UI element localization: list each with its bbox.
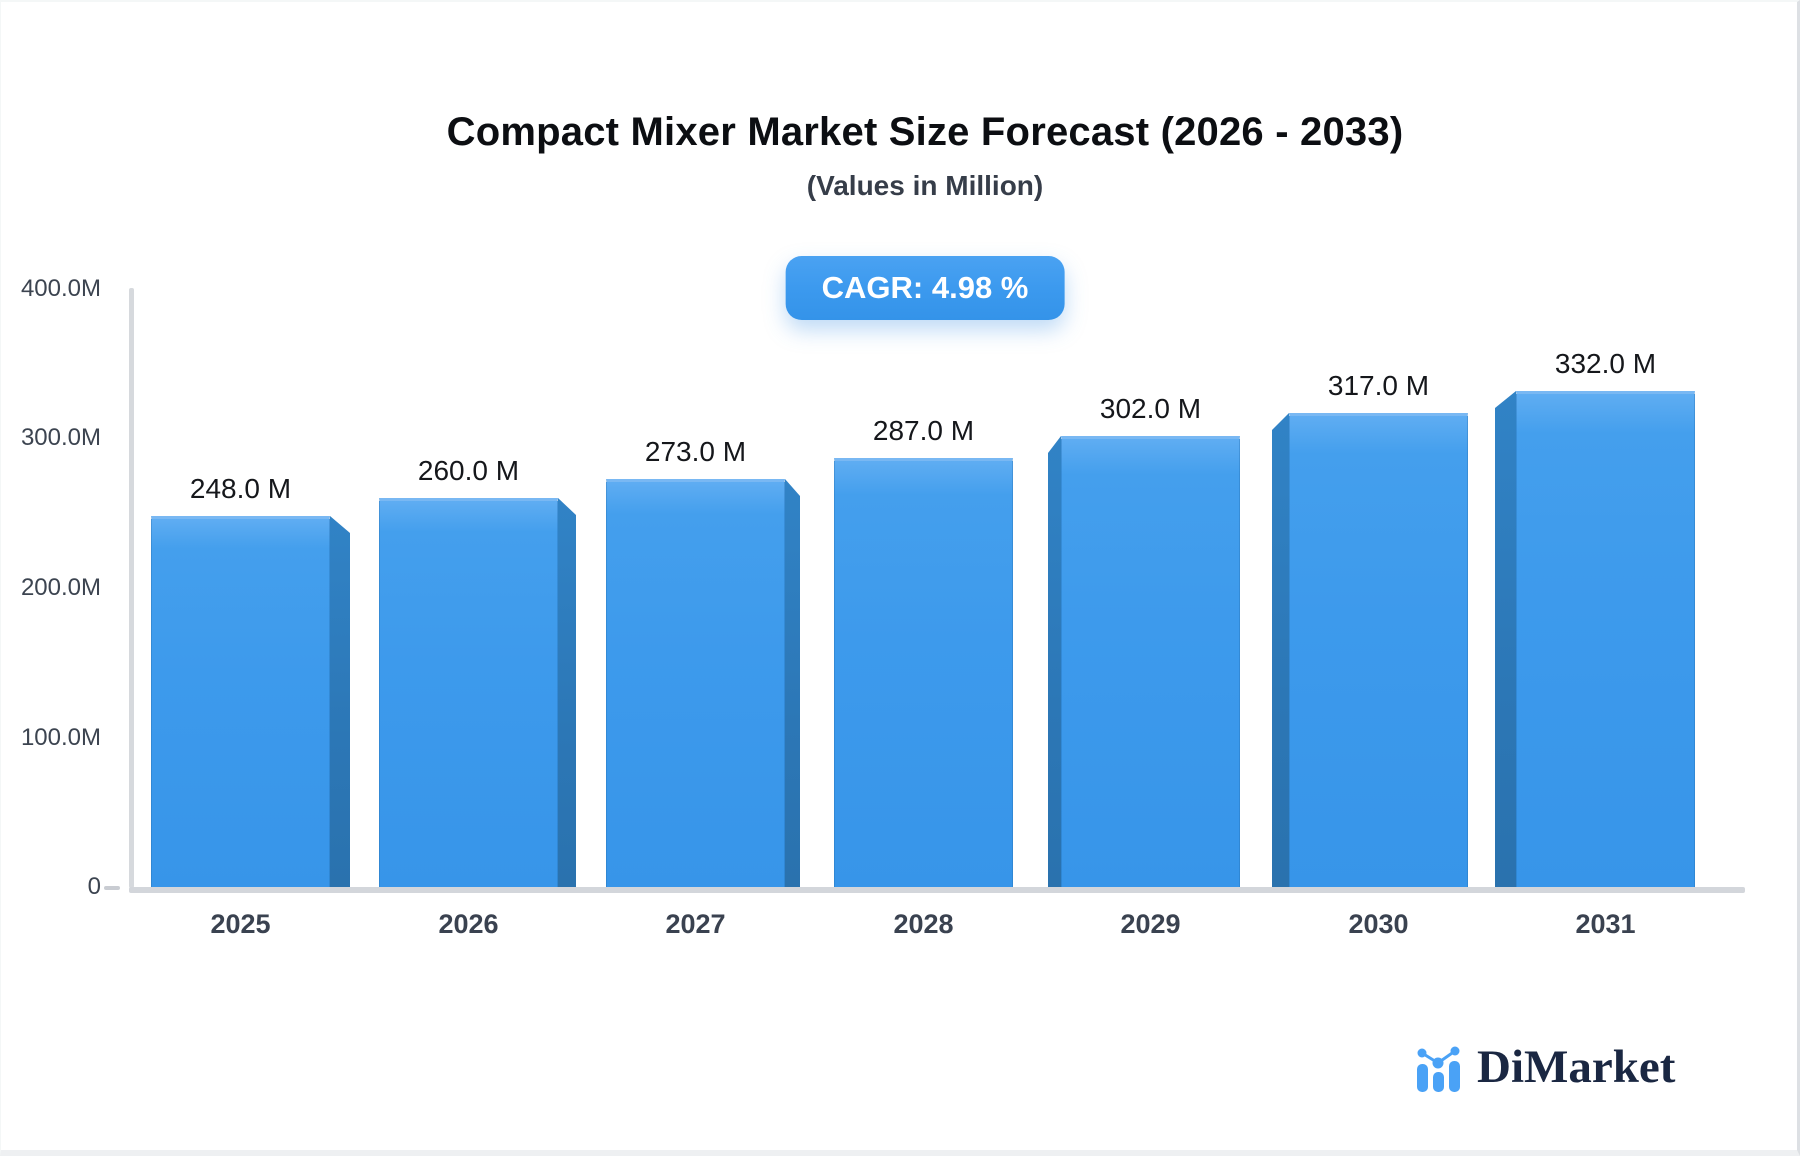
bar-side-face	[1495, 391, 1516, 887]
bar-2030[interactable]	[1289, 413, 1468, 887]
chart-subtitle: (Values in Million)	[806, 170, 1044, 201]
cagr-badge: CAGR: 4.98 %	[785, 256, 1065, 320]
bar-value-label: 317.0 M	[1327, 370, 1430, 401]
bar-side-face	[558, 498, 576, 887]
bar-side-face	[785, 479, 800, 887]
y-axis-tick-label: 0	[87, 873, 101, 900]
bar-side-face	[1272, 413, 1289, 887]
x-axis-tick-label: 2030	[1348, 909, 1409, 939]
chart-title: Compact Mixer Market Size Forecast (2026…	[446, 110, 1404, 154]
bar-side-face	[1048, 436, 1061, 887]
x-axis-tick-label: 2026	[438, 909, 499, 939]
bar-value-label: 260.0 M	[417, 455, 520, 486]
x-axis-tick-label: 2025	[210, 909, 271, 939]
y-axis-tick-label: 100.0M	[20, 724, 101, 751]
y-axis-tick-label: 300.0M	[20, 424, 101, 451]
y-axis-line	[129, 288, 134, 888]
bar-2031[interactable]	[1516, 391, 1695, 887]
bar-value-label: 287.0 M	[872, 415, 975, 446]
bar-chart-trend-icon	[1417, 1046, 1460, 1092]
zero-tick-mark	[104, 886, 120, 890]
x-axis-tick-label: 2029	[1120, 909, 1181, 939]
bar-value-label: 273.0 M	[644, 436, 747, 467]
bar-side-face	[330, 516, 350, 887]
bar-2029[interactable]	[1061, 436, 1240, 887]
bar-2026[interactable]	[379, 498, 558, 887]
x-axis-tick-label: 2031	[1575, 909, 1636, 939]
bar-2027[interactable]	[606, 479, 785, 887]
x-axis-tick-label: 2028	[893, 909, 954, 939]
x-axis-tick-label: 2027	[665, 909, 726, 939]
bar-value-label: 332.0 M	[1554, 348, 1657, 379]
bar-value-label: 302.0 M	[1099, 393, 1202, 424]
bar-2025[interactable]	[151, 516, 330, 887]
y-axis-tick-label: 200.0M	[20, 574, 101, 601]
y-axis-tick-label: 400.0M	[20, 275, 101, 302]
brand-name: DiMarket	[1477, 1041, 1676, 1093]
x-axis-baseline	[129, 887, 1745, 893]
bar-value-label: 248.0 M	[189, 473, 292, 504]
bar-2028[interactable]	[834, 458, 1013, 887]
brand-logo[interactable]: DiMarket	[1415, 1040, 1675, 1092]
